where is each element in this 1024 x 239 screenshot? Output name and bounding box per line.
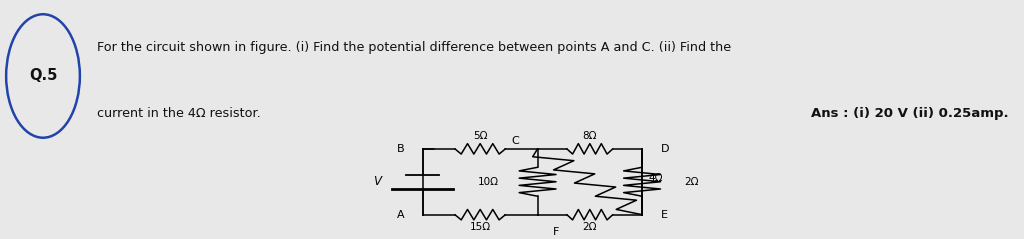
- Text: B: B: [396, 144, 404, 154]
- Text: E: E: [660, 210, 668, 220]
- Text: 8Ω: 8Ω: [583, 131, 597, 141]
- Text: D: D: [660, 144, 669, 154]
- Text: 5Ω: 5Ω: [473, 131, 487, 141]
- Text: V: V: [373, 175, 381, 188]
- Text: 2Ω: 2Ω: [684, 177, 698, 187]
- Text: F: F: [553, 227, 559, 237]
- Text: 2Ω: 2Ω: [583, 222, 597, 232]
- Text: A: A: [396, 210, 404, 220]
- Text: current in the 4Ω resistor.: current in the 4Ω resistor.: [97, 108, 261, 120]
- Text: C: C: [511, 136, 519, 147]
- Text: Q.5: Q.5: [29, 69, 57, 83]
- Text: 15Ω: 15Ω: [470, 222, 490, 232]
- Text: 10Ω: 10Ω: [478, 177, 499, 187]
- Text: For the circuit shown in figure. (i) Find the potential difference between point: For the circuit shown in figure. (i) Fin…: [97, 41, 731, 54]
- Text: Ans : (i) 20 V (ii) 0.25amp.: Ans : (i) 20 V (ii) 0.25amp.: [811, 108, 1009, 120]
- Text: 4Ω: 4Ω: [649, 174, 664, 184]
